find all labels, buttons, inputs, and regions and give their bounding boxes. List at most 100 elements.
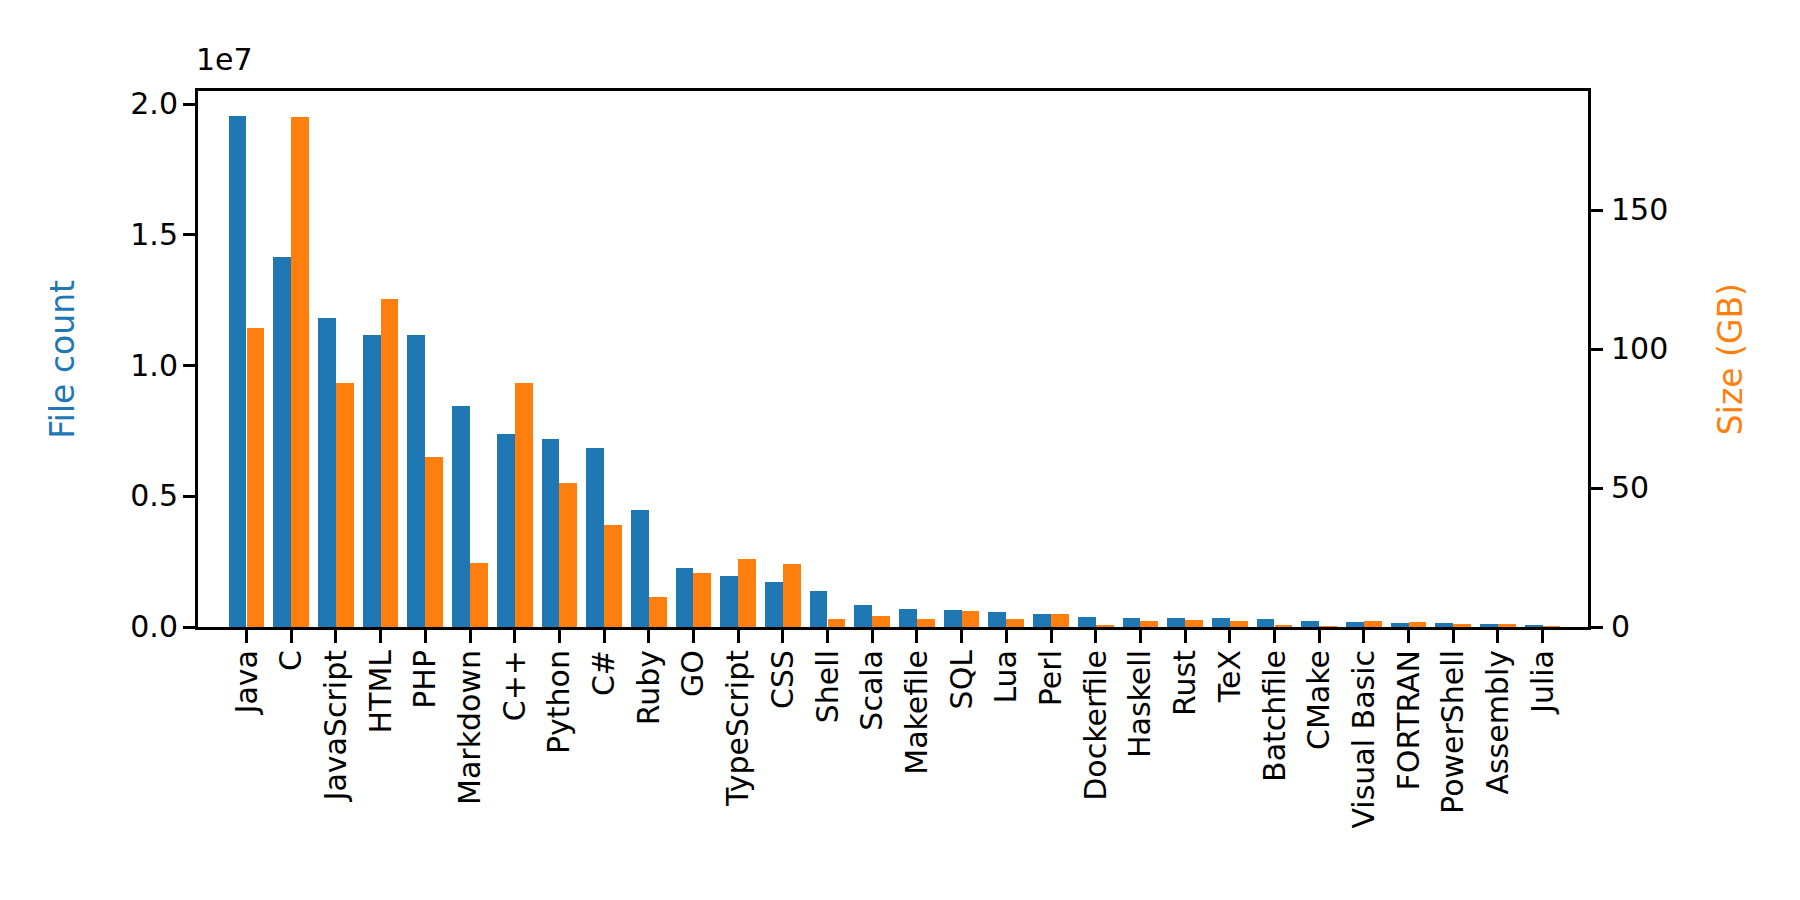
x-tick-label-text: Perl <box>1033 650 1069 706</box>
bar-count-php <box>407 335 425 627</box>
bar-size-tex <box>1230 621 1248 627</box>
y-tick-label-left: 1.0 <box>130 349 178 383</box>
y-tick-label-left: 0.0 <box>130 610 178 644</box>
x-tick-mark <box>647 630 650 643</box>
plot-area <box>195 88 1591 630</box>
bar-size-html <box>381 299 399 627</box>
x-tick-label-powershell: PowerShell <box>1435 650 1471 814</box>
bar-size-markdown <box>470 563 488 627</box>
x-tick-mark <box>334 630 337 643</box>
x-tick-mark <box>1273 630 1276 643</box>
bar-count-javascript <box>318 318 336 627</box>
bar-size-lua <box>1006 619 1024 627</box>
x-tick-label-text: Assembly <box>1480 650 1516 795</box>
bar-count-cmake <box>1301 621 1319 627</box>
bar-count-assembly <box>1480 624 1498 627</box>
right-axis-label-text: Size (GB) <box>1711 283 1750 435</box>
x-tick-label-text: Julia <box>1525 650 1561 713</box>
x-tick-label-text: Scala <box>854 650 890 731</box>
bar-size-sql <box>962 611 980 627</box>
bar-size-css <box>783 564 801 627</box>
bar-size-visual-basic <box>1364 621 1382 627</box>
bar-count-sql <box>944 610 962 627</box>
bar-size-javascript <box>336 383 354 627</box>
bar-size-powershell <box>1453 624 1471 627</box>
x-tick-mark <box>915 630 918 643</box>
x-tick-mark <box>558 630 561 643</box>
bar-size-cmake <box>1319 626 1337 627</box>
x-tick-label-html: HTML <box>363 650 399 733</box>
bar-count-html <box>363 335 381 627</box>
x-tick-label-text: C# <box>586 650 622 696</box>
x-tick-label-text: C <box>273 650 309 671</box>
bar-count-ruby <box>631 510 649 627</box>
x-tick-label-text: Haskell <box>1122 650 1158 758</box>
bar-size-julia <box>1543 626 1561 627</box>
bar-count-css <box>765 582 783 627</box>
bar-count-shell <box>810 591 828 627</box>
x-tick-mark <box>692 630 695 643</box>
bar-count-c <box>273 257 291 627</box>
x-tick-label-text: TypeScript <box>720 650 756 806</box>
x-tick-label-go: GO <box>675 650 711 697</box>
y-tick-mark-left <box>183 103 195 106</box>
x-tick-label-java: Java <box>229 650 265 713</box>
bar-size-csharp <box>604 525 622 627</box>
x-tick-label-text: Rust <box>1167 650 1203 716</box>
bar-count-fortran <box>1391 623 1409 627</box>
bar-size-dockerfile <box>1096 625 1114 627</box>
y-tick-label-left: 0.5 <box>130 479 178 513</box>
x-tick-label-text: SQL <box>944 650 980 709</box>
x-tick-label-text: PHP <box>407 650 443 709</box>
x-tick-label-css: CSS <box>765 650 801 709</box>
x-tick-mark <box>1541 630 1544 643</box>
x-tick-label-csharp: C# <box>586 650 622 696</box>
left-axis-label: File count <box>42 91 82 627</box>
bar-count-java <box>229 116 247 627</box>
bar-size-batchfile <box>1275 625 1293 628</box>
x-tick-label-text: Java <box>229 650 265 713</box>
x-tick-label-typescript: TypeScript <box>720 650 756 806</box>
x-tick-label-text: Lua <box>988 650 1024 704</box>
y-tick-mark-right <box>1591 209 1603 212</box>
left-axis-label-text: File count <box>43 280 82 439</box>
x-tick-label-sql: SQL <box>944 650 980 709</box>
bar-count-lua <box>988 612 1006 627</box>
x-tick-label-python: Python <box>541 650 577 754</box>
x-tick-mark <box>290 630 293 643</box>
bar-size-java <box>247 328 265 627</box>
bar-size-typescript <box>738 559 756 627</box>
right-axis-label: Size (GB) <box>1710 91 1750 627</box>
x-tick-label-julia: Julia <box>1525 650 1561 713</box>
x-tick-label-visual-basic: Visual Basic <box>1346 650 1382 829</box>
bar-size-perl <box>1051 614 1069 627</box>
x-tick-label-text: Makefile <box>899 650 935 775</box>
x-tick-label-text: Python <box>541 650 577 754</box>
bar-count-csharp <box>586 448 604 627</box>
x-tick-label-cplusplus: C++ <box>497 650 533 721</box>
y-tick-mark-right <box>1591 626 1603 629</box>
bar-count-dockerfile <box>1078 617 1096 627</box>
x-tick-label-text: C++ <box>497 650 533 721</box>
x-tick-mark <box>1318 630 1321 643</box>
x-tick-label-markdown: Markdown <box>452 650 488 805</box>
x-tick-label-javascript: JavaScript <box>318 650 354 800</box>
x-tick-mark <box>1050 630 1053 643</box>
x-tick-label-assembly: Assembly <box>1480 650 1516 795</box>
x-tick-mark <box>1094 630 1097 643</box>
x-tick-label-text: CMake <box>1301 650 1337 750</box>
bar-count-perl <box>1033 614 1051 627</box>
x-tick-label-text: Markdown <box>452 650 488 805</box>
x-tick-mark <box>1362 630 1365 643</box>
x-tick-label-text: Visual Basic <box>1346 650 1382 829</box>
bar-size-haskell <box>1140 621 1158 627</box>
bar-count-rust <box>1167 618 1185 627</box>
y-tick-label-right: 150 <box>1611 193 1668 227</box>
axis-offset-label: 1e7 <box>196 42 253 77</box>
x-tick-mark <box>603 630 606 643</box>
x-tick-mark <box>424 630 427 643</box>
y-tick-label-right: 0 <box>1611 610 1630 644</box>
x-tick-label-php: PHP <box>407 650 443 709</box>
x-tick-mark <box>781 630 784 643</box>
bar-size-go <box>693 573 711 627</box>
